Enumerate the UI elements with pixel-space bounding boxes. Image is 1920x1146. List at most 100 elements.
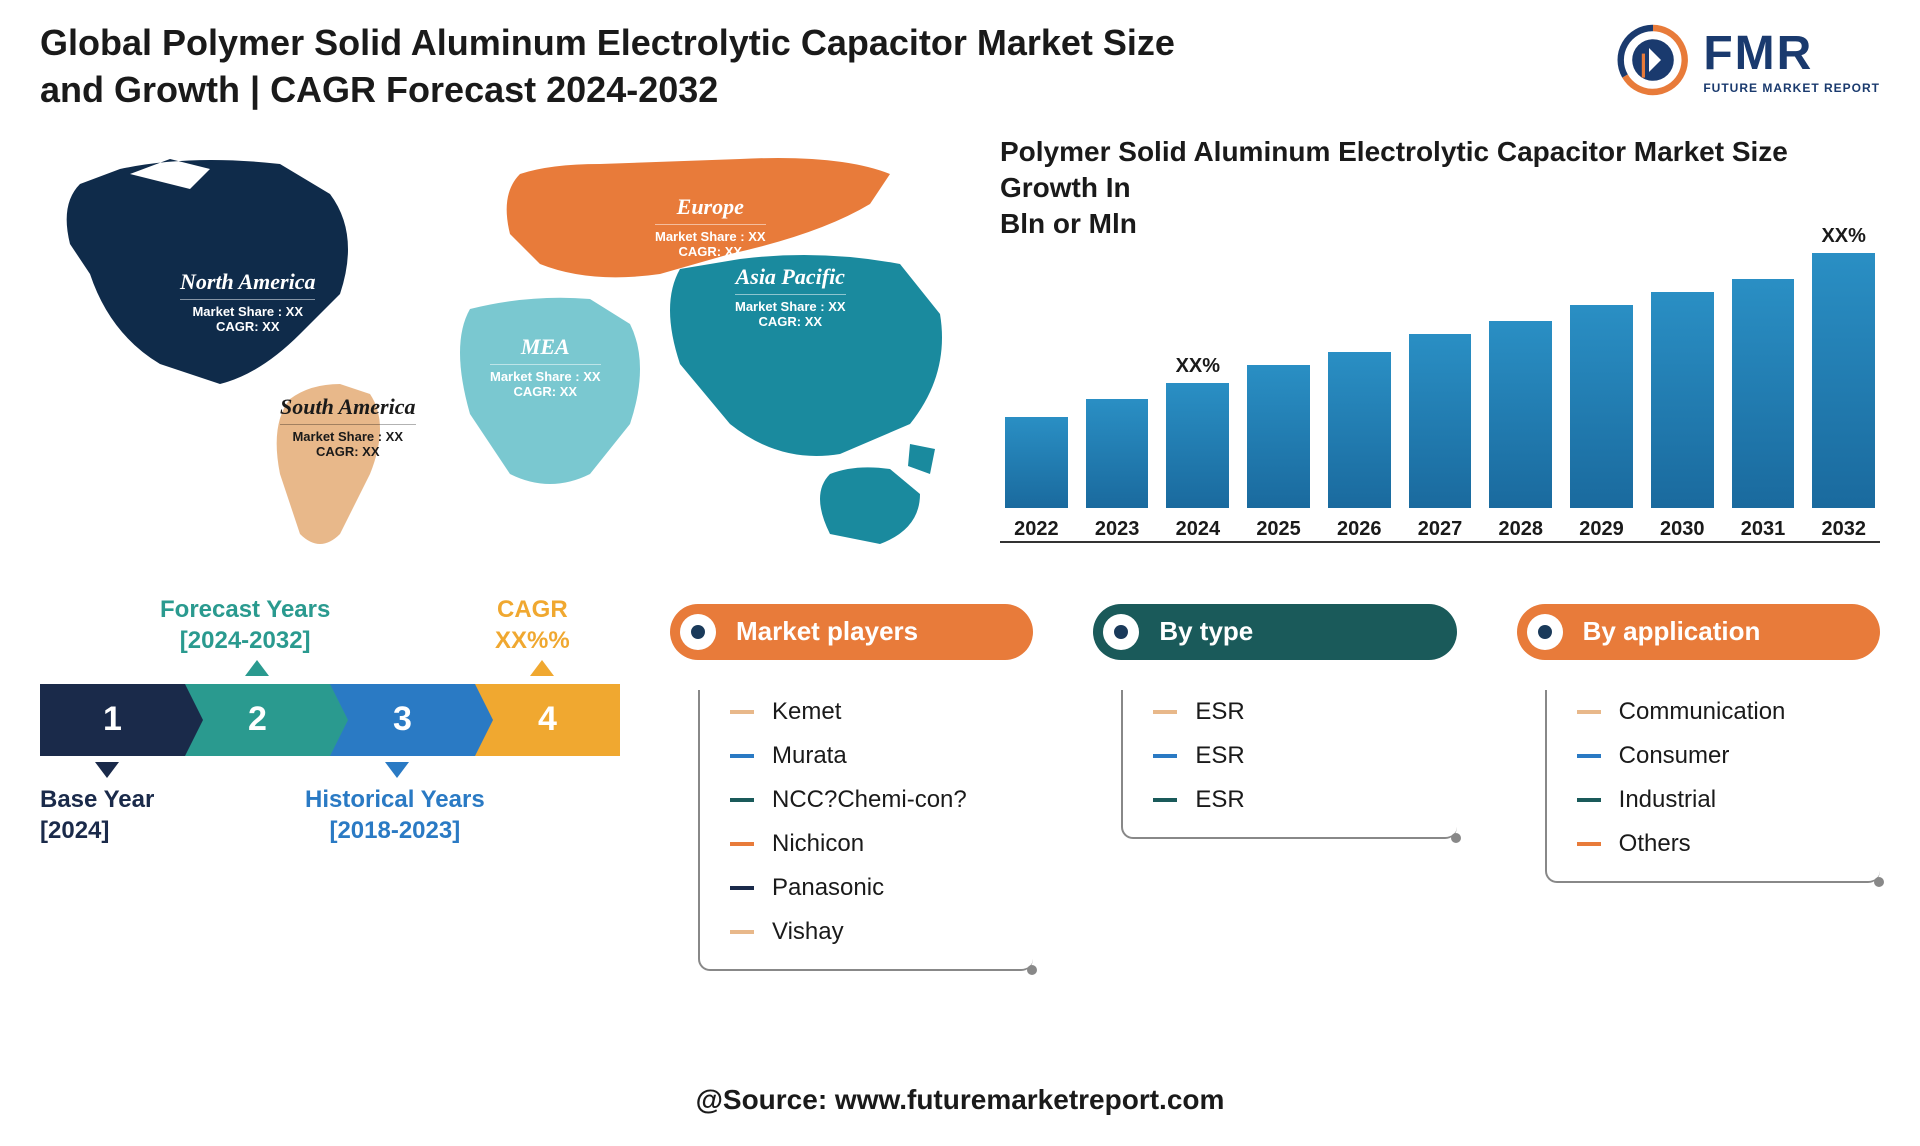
tick-icon xyxy=(730,842,754,846)
bar xyxy=(1732,279,1795,508)
category-column: By type ESR ESR ESR xyxy=(1093,604,1456,971)
cagr-arrow-icon xyxy=(530,660,554,676)
bar-year-label: 2031 xyxy=(1741,518,1786,541)
tick-icon xyxy=(730,754,754,758)
bar-group: 2030 xyxy=(1651,292,1714,541)
tick-icon xyxy=(730,798,754,802)
forecast-label: Forecast Years [2024-2032] xyxy=(160,594,330,656)
category-column: By application Communication Consumer Indus… xyxy=(1517,604,1880,971)
list-item: Consumer xyxy=(1577,734,1860,778)
world-map: North AmericaMarket Share : XXCAGR: XX So… xyxy=(40,134,960,554)
forecast-arrow-icon xyxy=(245,660,269,676)
bar-year-label: 2024 xyxy=(1176,518,1221,541)
base-label: Base Year [2024] xyxy=(40,784,154,846)
category-title: By type xyxy=(1159,616,1253,647)
list-item: Panasonic xyxy=(730,866,1013,910)
item-label: Murata xyxy=(772,742,847,770)
bar-group: 2023 xyxy=(1086,399,1149,541)
bar-group: 2025 xyxy=(1247,365,1310,541)
bar-group: 2028 xyxy=(1489,321,1552,541)
region-label-asia-pacific: Asia PacificMarket Share : XXCAGR: XX xyxy=(735,264,846,329)
item-label: ESR xyxy=(1195,698,1244,726)
cagr-label: CAGR XX%% xyxy=(495,594,570,656)
bar-annotation: XX% xyxy=(1821,225,1865,248)
bullet-icon xyxy=(1527,614,1563,650)
bar-year-label: 2030 xyxy=(1660,518,1705,541)
category-header: By application xyxy=(1517,604,1880,660)
chart-title: Polymer Solid Aluminum Electrolytic Capa… xyxy=(1000,134,1880,243)
region-label-south-america: South AmericaMarket Share : XXCAGR: XX xyxy=(280,394,416,459)
bar-group: 2029 xyxy=(1570,305,1633,541)
fmr-logo: FMR FUTURE MARKET REPORT xyxy=(1613,20,1880,100)
timeline-segment: 3 xyxy=(330,684,475,756)
bar-group: 2022 xyxy=(1005,417,1068,541)
bar-chart: Polymer Solid Aluminum Electrolytic Capa… xyxy=(1000,134,1880,554)
tick-icon xyxy=(730,930,754,934)
list-item: Vishay xyxy=(730,910,1013,954)
bar-year-label: 2023 xyxy=(1095,518,1140,541)
source-text: @Source: www.futuremarketreport.com xyxy=(696,1084,1225,1116)
bar xyxy=(1409,334,1472,508)
historical-label: Historical Years [2018-2023] xyxy=(305,784,485,846)
tick-icon xyxy=(1153,710,1177,714)
bar: XX% xyxy=(1812,253,1875,508)
bar-year-label: 2026 xyxy=(1337,518,1382,541)
bar-group: 2031 xyxy=(1732,279,1795,541)
bar-group: XX% 2024 xyxy=(1166,383,1229,541)
bar-year-label: 2032 xyxy=(1821,518,1866,541)
list-item: Industrial xyxy=(1577,778,1860,822)
item-label: Communication xyxy=(1619,698,1786,726)
category-header: By type xyxy=(1093,604,1456,660)
list-item: Nichicon xyxy=(730,822,1013,866)
bar xyxy=(1328,352,1391,508)
bar-year-label: 2029 xyxy=(1579,518,1624,541)
timeline-bar: 1234 xyxy=(40,684,620,756)
bullet-icon xyxy=(1103,614,1139,650)
tick-icon xyxy=(1577,798,1601,802)
bar-year-label: 2025 xyxy=(1256,518,1301,541)
tick-icon xyxy=(1153,754,1177,758)
timeline-segment: 4 xyxy=(475,684,620,756)
tick-icon xyxy=(1577,754,1601,758)
tick-icon xyxy=(1153,798,1177,802)
category-list: Communication Consumer Industrial Others xyxy=(1545,690,1880,883)
item-label: Others xyxy=(1619,830,1691,858)
logo-icon xyxy=(1613,20,1693,100)
tick-icon xyxy=(1577,710,1601,714)
item-label: Industrial xyxy=(1619,786,1716,814)
page-title: Global Polymer Solid Aluminum Electrolyt… xyxy=(40,20,1240,114)
item-label: Panasonic xyxy=(772,874,884,902)
bar: XX% xyxy=(1166,383,1229,508)
category-list: KemetMurataNCC?Chemi-con?NichiconPanason… xyxy=(698,690,1033,971)
region-label-north-america: North AmericaMarket Share : XXCAGR: XX xyxy=(180,269,315,334)
tick-icon xyxy=(730,886,754,890)
item-label: NCC?Chemi-con? xyxy=(772,786,967,814)
region-label-europe: EuropeMarket Share : XXCAGR: XX xyxy=(655,194,766,259)
historical-arrow-icon xyxy=(385,762,409,778)
bar xyxy=(1005,417,1068,508)
item-label: ESR xyxy=(1195,742,1244,770)
bar xyxy=(1086,399,1149,508)
category-list: ESR ESR ESR xyxy=(1121,690,1456,839)
bar-group: XX% 2032 xyxy=(1812,253,1875,541)
timeline-segment: 2 xyxy=(185,684,330,756)
bar-year-label: 2028 xyxy=(1499,518,1544,541)
tick-icon xyxy=(730,710,754,714)
bars-container: 2022 2023 XX% 2024 2025 2026 2027 2028 2029 2030 2… xyxy=(1000,263,1880,543)
bar xyxy=(1651,292,1714,508)
bar xyxy=(1489,321,1552,508)
list-item: Others xyxy=(1577,822,1860,866)
category-header: Market players xyxy=(670,604,1033,660)
region-label-mea: MEAMarket Share : XXCAGR: XX xyxy=(490,334,601,399)
bar-group: 2027 xyxy=(1409,334,1472,541)
list-item: Murata xyxy=(730,734,1013,778)
timeline: Forecast Years [2024-2032] CAGR XX%% 123… xyxy=(40,604,620,756)
list-item: ESR xyxy=(1153,778,1436,822)
list-item: ESR xyxy=(1153,734,1436,778)
bar xyxy=(1570,305,1633,508)
item-label: Consumer xyxy=(1619,742,1730,770)
bar-year-label: 2027 xyxy=(1418,518,1463,541)
list-item: ESR xyxy=(1153,690,1436,734)
category-column: Market playersKemetMurataNCC?Chemi-con?N… xyxy=(670,604,1033,971)
item-label: ESR xyxy=(1195,786,1244,814)
